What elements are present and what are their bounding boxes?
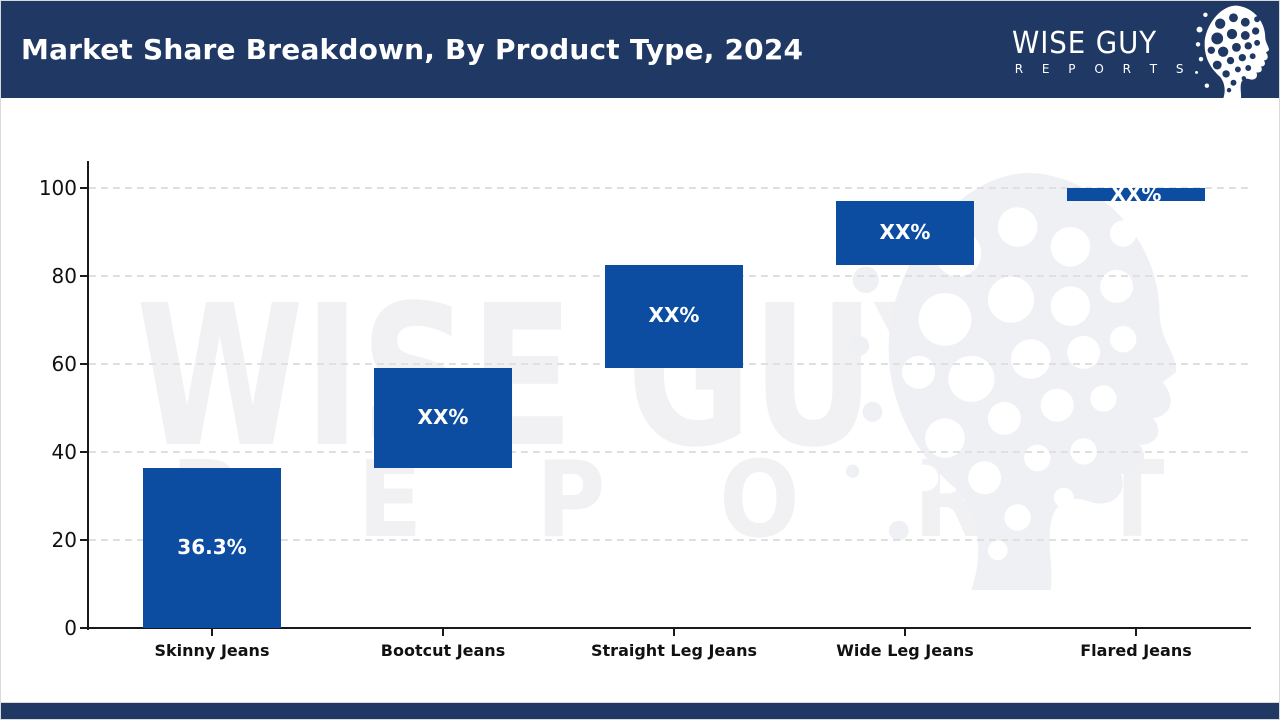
x-tick-mark <box>1135 629 1137 636</box>
y-tick-label: 20 <box>51 528 77 552</box>
y-tick-label: 80 <box>51 264 77 288</box>
x-tick-mark <box>211 629 213 636</box>
x-tick-label: Bootcut Jeans <box>380 641 506 660</box>
y-tick-mark <box>80 451 87 453</box>
logo-wordmark-line2: R E P O R T S <box>1014 62 1191 76</box>
watermark-face-icon <box>846 173 1176 590</box>
bar-value-label: XX% <box>648 303 700 328</box>
wise-guy-reports-logo: WISE GUY R E P O R T S <box>1012 3 1269 99</box>
x-tick-label: Wide Leg Jeans <box>836 641 974 660</box>
x-tick-mark <box>673 629 675 636</box>
gridline <box>89 539 1251 541</box>
bar-value-label: 36.3% <box>177 535 247 560</box>
x-tick-label: Straight Leg Jeans <box>591 641 757 660</box>
bar <box>605 265 743 368</box>
x-tick-mark <box>904 629 906 636</box>
gridline <box>89 451 1251 453</box>
page-title: Market Share Breakdown, By Product Type,… <box>21 33 804 66</box>
y-axis-line <box>87 161 89 630</box>
header: Market Share Breakdown, By Product Type,… <box>1 1 1279 99</box>
y-tick-mark <box>80 275 87 277</box>
logo-wordmark: WISE GUY R E P O R T S <box>1012 26 1191 76</box>
gridline <box>89 187 1251 189</box>
x-tick-label: Skinny Jeans <box>154 641 270 660</box>
y-tick-label: 0 <box>64 616 77 640</box>
y-tick-label: 100 <box>38 176 77 200</box>
footer-bar <box>1 703 1279 719</box>
waterfall-chart: 0 20 40 60 80 100 36.3% Skinny Jeans XX% Bootcut … <box>1 98 1279 705</box>
y-tick-mark <box>80 363 87 365</box>
y-tick-mark <box>80 539 87 541</box>
bar-value-label: XX% <box>1110 181 1162 206</box>
bar <box>374 367 512 469</box>
y-tick-mark <box>80 187 87 189</box>
bar <box>143 468 281 628</box>
bar <box>836 201 974 265</box>
x-tick-mark <box>442 629 444 636</box>
bar-value-label: XX% <box>879 220 931 245</box>
y-tick-label: 60 <box>51 352 77 376</box>
logo-face-icon <box>1195 5 1269 99</box>
logo-wordmark-line1: WISE GUY <box>1011 26 1157 61</box>
bar <box>1067 188 1205 202</box>
y-tick-label: 40 <box>51 440 77 464</box>
bar-value-label: XX% <box>417 405 469 430</box>
x-tick-label: Flared Jeans <box>1080 641 1192 660</box>
footer-rule <box>1 702 1279 703</box>
y-tick-mark <box>80 627 87 629</box>
x-axis-line <box>87 627 1251 629</box>
